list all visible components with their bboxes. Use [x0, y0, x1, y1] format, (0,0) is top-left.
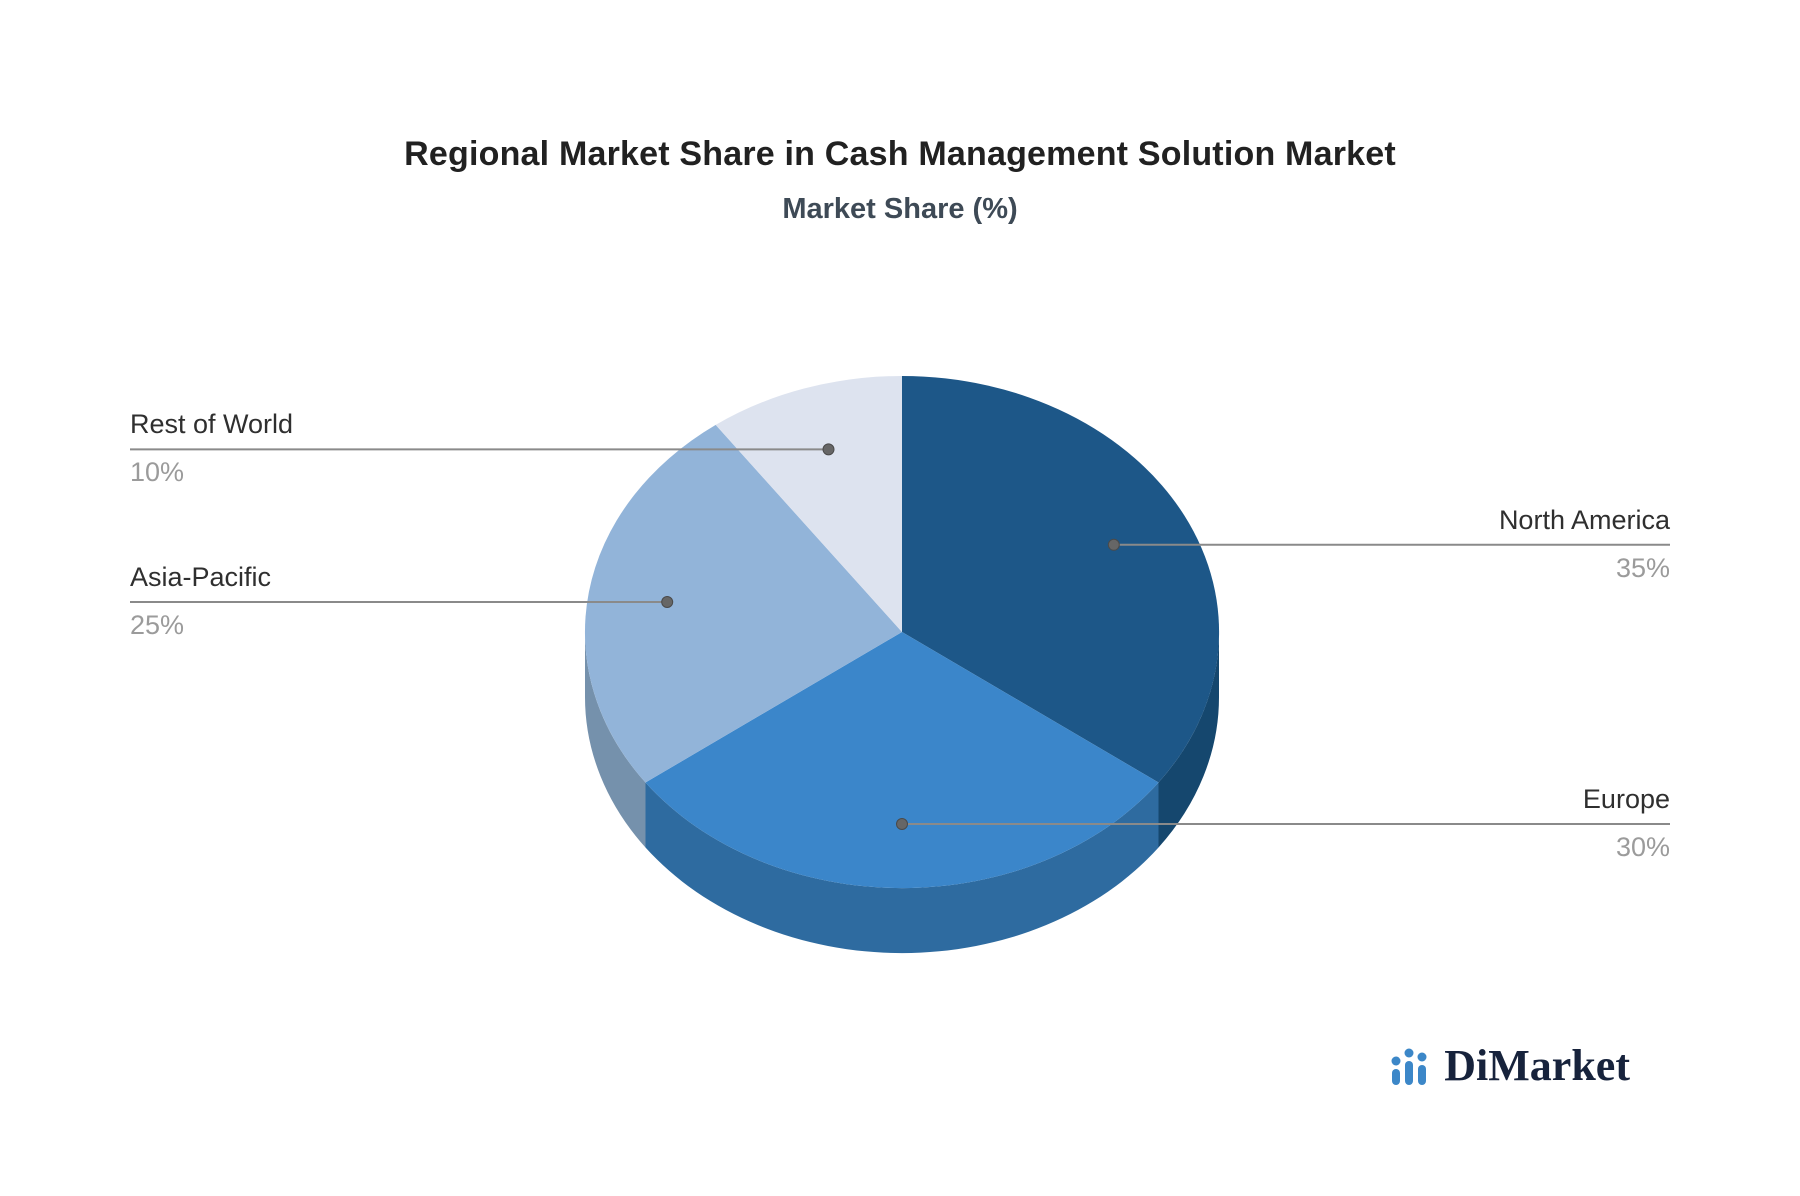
- pie-slice-side-europe: [645, 782, 1159, 954]
- chart-title: Regional Market Share in Cash Management…: [404, 135, 1396, 173]
- pie-slice-side-north-america: [1158, 632, 1220, 848]
- pie-slice-rest-of-world[interactable]: [715, 376, 902, 632]
- pie-slice-asia-pacific[interactable]: [584, 424, 902, 783]
- pie-slice-tops: [584, 376, 1220, 889]
- leader-dot-icon: [661, 596, 674, 608]
- pie-slice-sides: [585, 632, 1220, 954]
- leader-dot-icon: [896, 818, 908, 830]
- brand-logo: DiMarket: [1390, 1044, 1630, 1088]
- slice-label: Asia-Pacific: [130, 561, 272, 592]
- slice-percentage: 30%: [1615, 832, 1670, 862]
- slice-label: Europe: [1582, 784, 1670, 814]
- pie-slice-side-asia-pacific: [585, 632, 646, 848]
- brand-logo-text: DiMarket: [1444, 1041, 1630, 1090]
- leader-dot-icon: [822, 443, 835, 456]
- slice-percentage: 10%: [130, 457, 185, 488]
- leader-dot-icon: [1107, 538, 1120, 551]
- callout-leader-lines: [130, 443, 1670, 830]
- bar-chart-with-dots-icon: [1391, 1048, 1427, 1085]
- slice-percentage: 25%: [130, 609, 185, 640]
- chart-subtitle: Market Share (%): [782, 193, 1018, 225]
- slice-label: North America: [1498, 504, 1670, 535]
- slice-label: Rest of World: [130, 409, 294, 440]
- slice-percentage: 35%: [1615, 552, 1670, 583]
- pie-slice-north-america[interactable]: [902, 376, 1220, 783]
